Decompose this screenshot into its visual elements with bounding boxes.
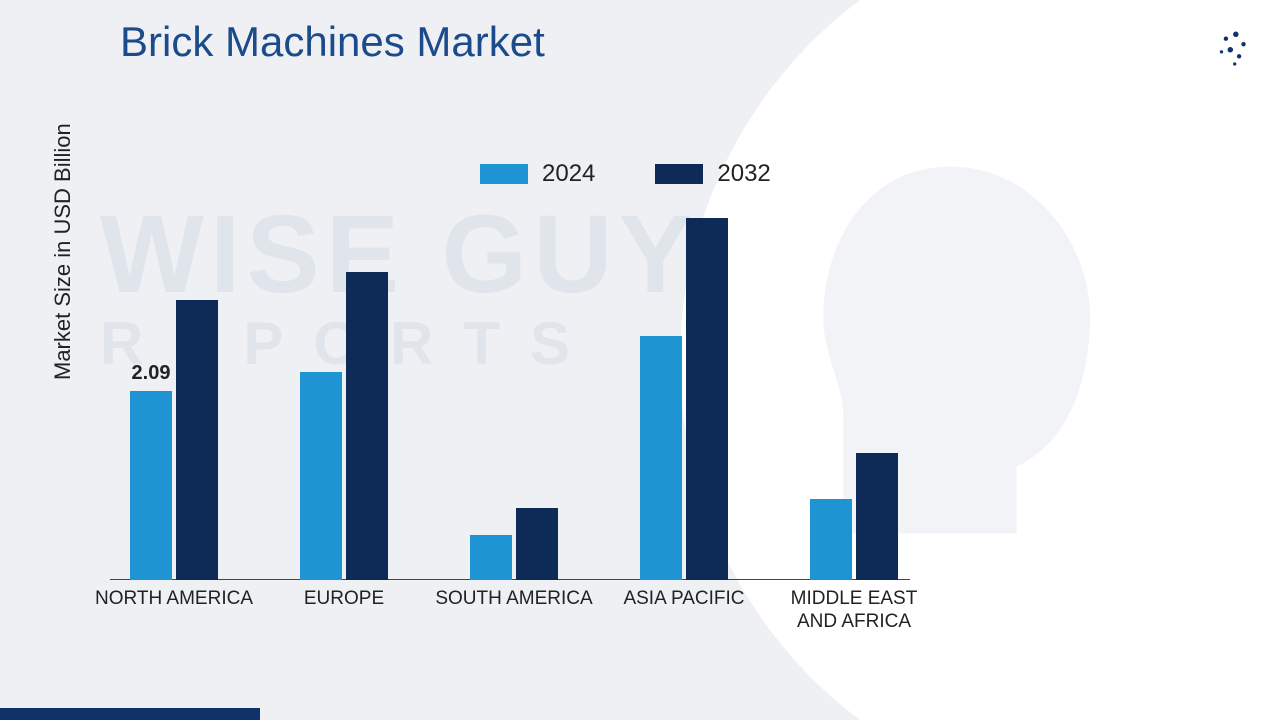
legend-swatch-2024 [480, 164, 528, 184]
legend-item-2024: 2024 [480, 160, 595, 188]
x-axis-category-label: MIDDLE EAST AND AFRICA [774, 580, 934, 634]
legend: 2024 2032 [480, 160, 771, 188]
bar [810, 499, 852, 580]
x-axis-category-label: EUROPE [264, 580, 424, 611]
bar [640, 336, 682, 580]
y-axis-label: Market Size in USD Billion [50, 123, 76, 380]
x-axis-category-label: NORTH AMERICA [94, 580, 254, 611]
wiseguy-logo: WISE GUY REPORTS [1074, 18, 1250, 71]
bar-group: EUROPE [300, 272, 388, 580]
bar [856, 453, 898, 580]
bar-group: NORTH AMERICA [130, 300, 218, 580]
bar [470, 535, 512, 580]
bar [346, 272, 388, 580]
bar-group: MIDDLE EAST AND AFRICA [810, 453, 898, 580]
bottom-accent-bar [0, 708, 260, 720]
bar-group: ASIA PACIFIC [640, 218, 728, 580]
x-axis-category-label: ASIA PACIFIC [604, 580, 764, 611]
bar [130, 391, 172, 580]
plot-area: 2.09NORTH AMERICAEUROPESOUTH AMERICAASIA… [110, 200, 910, 580]
bar [176, 300, 218, 580]
x-axis-category-label: SOUTH AMERICA [434, 580, 594, 611]
legend-swatch-2032 [655, 164, 703, 184]
report-canvas: WISE GUY REPORTS Brick Machines Market W… [0, 0, 1280, 720]
logo-head-icon [1205, 18, 1260, 88]
bar [516, 508, 558, 580]
bar [300, 372, 342, 580]
chart-title: Brick Machines Market [120, 18, 545, 66]
legend-label: 2032 [717, 160, 770, 188]
bar-group: SOUTH AMERICA [470, 508, 558, 580]
legend-item-2032: 2032 [655, 160, 770, 188]
legend-label: 2024 [542, 160, 595, 188]
bar [686, 218, 728, 580]
